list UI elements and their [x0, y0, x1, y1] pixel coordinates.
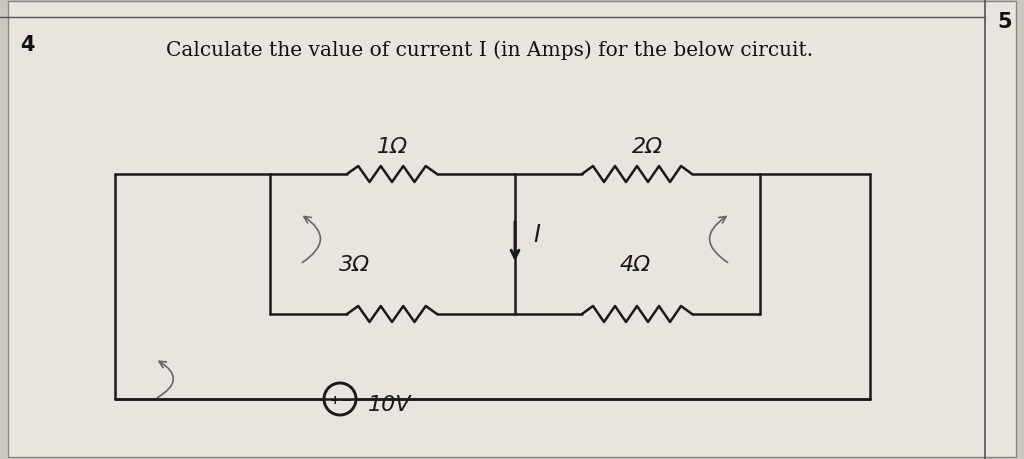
Text: 4: 4	[20, 35, 35, 55]
Text: 5: 5	[997, 12, 1013, 32]
Text: −: −	[340, 392, 352, 408]
Text: 3Ω: 3Ω	[339, 254, 371, 274]
Text: Calculate the value of current I (in Amps) for the below circuit.: Calculate the value of current I (in Amp…	[167, 40, 813, 60]
Text: 2Ω: 2Ω	[632, 137, 663, 157]
Text: 4Ω: 4Ω	[620, 254, 650, 274]
Text: I: I	[534, 223, 540, 246]
Text: +: +	[330, 394, 340, 407]
FancyBboxPatch shape	[8, 2, 1016, 457]
Text: 10V: 10V	[368, 394, 412, 414]
Text: 1Ω: 1Ω	[377, 137, 408, 157]
